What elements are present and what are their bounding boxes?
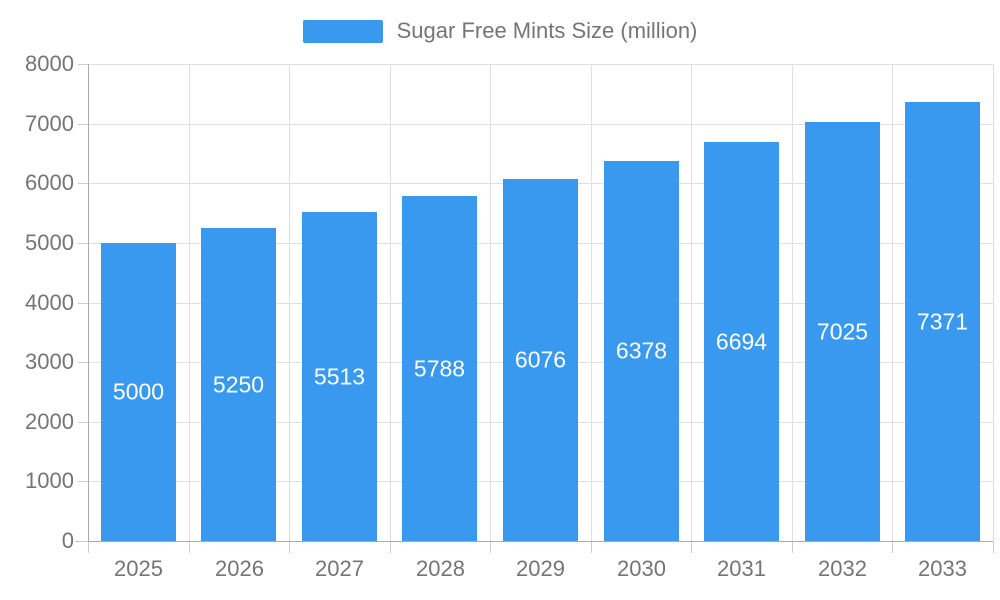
bar-2030[interactable]: 6378 (604, 161, 679, 541)
v-gridline (993, 64, 994, 541)
x-axis-tick (289, 542, 290, 553)
v-gridline (792, 64, 793, 541)
y-axis-tick (78, 242, 88, 244)
legend-swatch-icon (302, 19, 383, 43)
x-axis-tick (189, 542, 190, 553)
bar-2032[interactable]: 7025 (805, 122, 880, 541)
x-axis-tick (993, 542, 994, 553)
x-axis-label: 2033 (918, 556, 967, 581)
y-axis-tick (78, 421, 88, 423)
legend[interactable]: Sugar Free Mints Size (million) (0, 18, 1000, 44)
y-axis-label: 6000 (25, 170, 74, 196)
y-axis-tick (78, 64, 88, 65)
x-axis-label: 2030 (617, 556, 666, 581)
y-axis-label: 7000 (25, 110, 74, 136)
bar-value-label: 7025 (816, 318, 869, 344)
x-axis-line (76, 541, 993, 542)
x-axis-label: 2032 (818, 556, 867, 581)
legend-label: Sugar Free Mints Size (million) (396, 18, 698, 43)
bar-2033[interactable]: 7371 (905, 102, 980, 541)
v-gridline (490, 64, 491, 541)
x-axis-label: 2026 (215, 556, 264, 581)
y-axis-tick (78, 302, 88, 304)
v-gridline (390, 64, 391, 541)
bar-2028[interactable]: 5788 (402, 196, 477, 541)
v-gridline (691, 64, 692, 541)
x-axis-tick (490, 542, 491, 553)
x-axis-label: 2027 (315, 556, 364, 581)
y-axis-label: 4000 (25, 289, 74, 315)
y-axis-label: 2000 (25, 408, 74, 434)
bar-value-label: 5250 (212, 371, 265, 397)
y-axis-label: 0 (61, 528, 74, 553)
x-axis-tick (892, 542, 893, 553)
bar-value-label: 7371 (916, 308, 969, 334)
bar-value-label: 5513 (313, 363, 366, 389)
v-gridline (591, 64, 592, 541)
plot-area: 5000 5250 5513 5788 6076 6378 6694 7025 7371 (88, 64, 994, 541)
h-gridline (88, 64, 993, 65)
x-axis-tick (88, 542, 89, 553)
y-axis-label: 1000 (25, 468, 74, 494)
bar-value-label: 6378 (615, 337, 668, 364)
y-axis-label: 5000 (25, 229, 74, 255)
x-axis-label: 2025 (114, 556, 163, 581)
x-axis-tick (691, 542, 692, 553)
x-axis-label: 2029 (516, 556, 565, 581)
bar-2025[interactable]: 5000 (101, 243, 176, 541)
bar-2029[interactable]: 6076 (503, 179, 578, 541)
bar-2031[interactable]: 6694 (704, 142, 779, 541)
bar-value-label: 5788 (413, 355, 466, 381)
h-gridline (88, 123, 993, 125)
bar-2027[interactable]: 5513 (302, 212, 377, 541)
y-axis-label: 8000 (25, 51, 74, 76)
y-axis-label: 3000 (25, 349, 74, 375)
v-gridline (189, 64, 190, 541)
y-axis-tick (78, 541, 88, 542)
x-axis-tick (591, 542, 592, 553)
v-gridline (892, 64, 893, 541)
x-axis-tick (792, 542, 793, 553)
bar-value-label: 6694 (715, 328, 768, 354)
y-axis-tick (78, 481, 88, 483)
y-axis-tick (78, 362, 88, 364)
v-gridline (289, 64, 290, 541)
x-axis-tick (390, 542, 391, 553)
y-axis-tick (78, 183, 88, 185)
x-axis-label: 2031 (717, 556, 766, 581)
bar-value-label: 6076 (514, 346, 567, 373)
y-axis-line (88, 64, 89, 553)
bar-2026[interactable]: 5250 (201, 228, 276, 541)
y-axis-tick (78, 123, 88, 125)
x-axis-label: 2028 (416, 556, 465, 581)
bar-value-label: 5000 (112, 378, 165, 405)
